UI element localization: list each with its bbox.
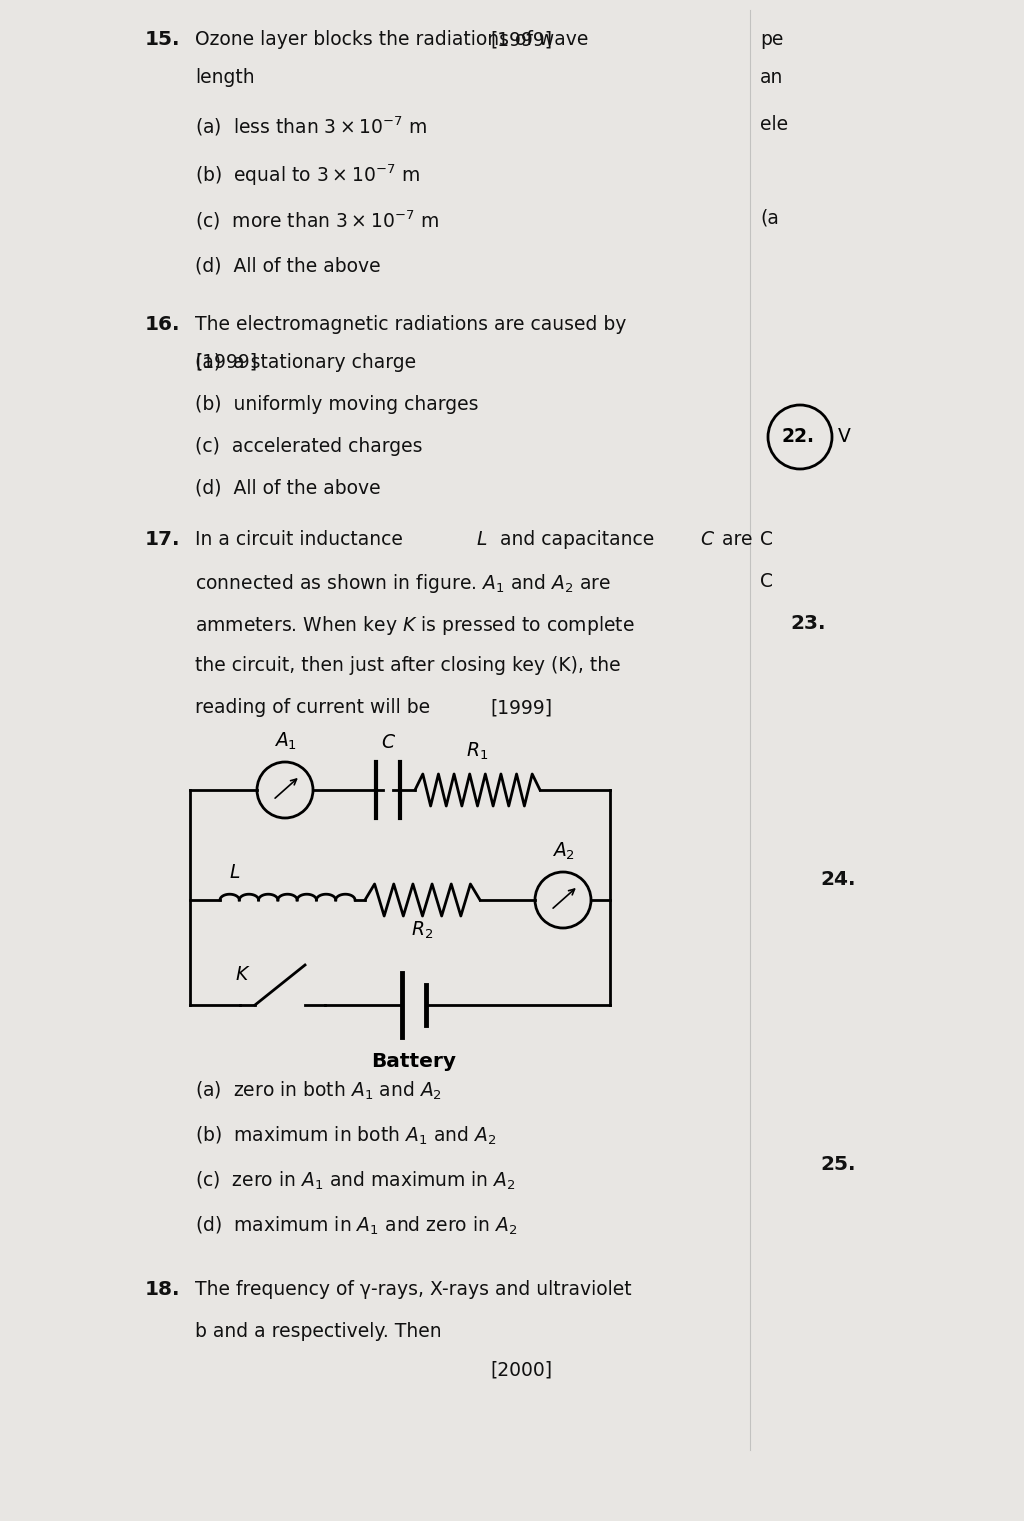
Text: (b)  uniformly moving charges: (b) uniformly moving charges <box>195 395 478 414</box>
Text: $L$: $L$ <box>476 529 487 549</box>
Text: [1999]: [1999] <box>490 698 552 716</box>
Text: (c)  zero in $A_1$ and maximum in $A_2$: (c) zero in $A_1$ and maximum in $A_2$ <box>195 1170 516 1192</box>
Text: ammeters. When key $K$ is pressed to complete: ammeters. When key $K$ is pressed to com… <box>195 614 635 637</box>
Text: 17.: 17. <box>145 529 180 549</box>
Text: C: C <box>760 572 773 592</box>
Text: $C$: $C$ <box>700 529 715 549</box>
Text: b and a respectively. Then: b and a respectively. Then <box>195 1322 441 1342</box>
Text: [1999]: [1999] <box>195 353 257 373</box>
Text: (a)  zero in both $A_1$ and $A_2$: (a) zero in both $A_1$ and $A_2$ <box>195 1080 442 1103</box>
Text: (b)  maximum in both $A_1$ and $A_2$: (b) maximum in both $A_1$ and $A_2$ <box>195 1126 497 1147</box>
Text: Ozone layer blocks the radiations of wave: Ozone layer blocks the radiations of wav… <box>195 30 589 49</box>
Text: an: an <box>760 68 783 87</box>
Text: (c)  more than $3 \times 10^{-7}$ m: (c) more than $3 \times 10^{-7}$ m <box>195 208 439 233</box>
Text: V: V <box>838 427 851 447</box>
Text: ele: ele <box>760 116 788 134</box>
Text: pe: pe <box>760 30 783 49</box>
Text: The frequency of γ-rays, X-rays and ultraviolet: The frequency of γ-rays, X-rays and ultr… <box>195 1281 632 1299</box>
Text: C: C <box>760 529 773 549</box>
Text: the circuit, then just after closing key (K), the: the circuit, then just after closing key… <box>195 656 621 675</box>
Text: $R_2$: $R_2$ <box>412 920 433 941</box>
Text: connected as shown in figure. $A_1$ and $A_2$ are: connected as shown in figure. $A_1$ and … <box>195 572 610 595</box>
Text: (a)  less than $3 \times 10^{-7}$ m: (a) less than $3 \times 10^{-7}$ m <box>195 116 427 138</box>
Text: $A_2$: $A_2$ <box>552 841 574 862</box>
Text: L: L <box>230 864 241 882</box>
Text: (d)  All of the above: (d) All of the above <box>195 479 381 497</box>
Text: $R_1$: $R_1$ <box>466 741 488 762</box>
Text: length: length <box>195 68 255 87</box>
Text: In a circuit inductance: In a circuit inductance <box>195 529 409 549</box>
Text: The electromagnetic radiations are caused by: The electromagnetic radiations are cause… <box>195 315 627 335</box>
Text: 22.: 22. <box>781 427 814 447</box>
Text: 23.: 23. <box>790 614 825 633</box>
Text: 15.: 15. <box>145 30 180 49</box>
Text: $A_1$: $A_1$ <box>273 730 297 751</box>
Text: reading of current will be: reading of current will be <box>195 698 430 716</box>
Text: [1999]: [1999] <box>490 30 552 49</box>
Text: 16.: 16. <box>145 315 180 335</box>
Text: K: K <box>234 964 247 984</box>
Text: (d)  maximum in $A_1$ and zero in $A_2$: (d) maximum in $A_1$ and zero in $A_2$ <box>195 1215 517 1237</box>
Text: are: are <box>716 529 753 549</box>
Text: (a: (a <box>760 208 779 228</box>
Text: and capacitance: and capacitance <box>494 529 660 549</box>
Text: (c)  accelerated charges: (c) accelerated charges <box>195 437 423 456</box>
Text: (d)  All of the above: (d) All of the above <box>195 256 381 275</box>
Text: 25.: 25. <box>820 1154 855 1174</box>
Text: [2000]: [2000] <box>490 1360 552 1380</box>
Text: 18.: 18. <box>145 1281 180 1299</box>
Text: (a)  a stationary charge: (a) a stationary charge <box>195 353 416 373</box>
Text: Battery: Battery <box>372 1053 457 1071</box>
Text: (b)  equal to $3 \times 10^{-7}$ m: (b) equal to $3 \times 10^{-7}$ m <box>195 163 420 187</box>
Text: C: C <box>381 733 394 751</box>
Text: 24.: 24. <box>820 870 855 888</box>
